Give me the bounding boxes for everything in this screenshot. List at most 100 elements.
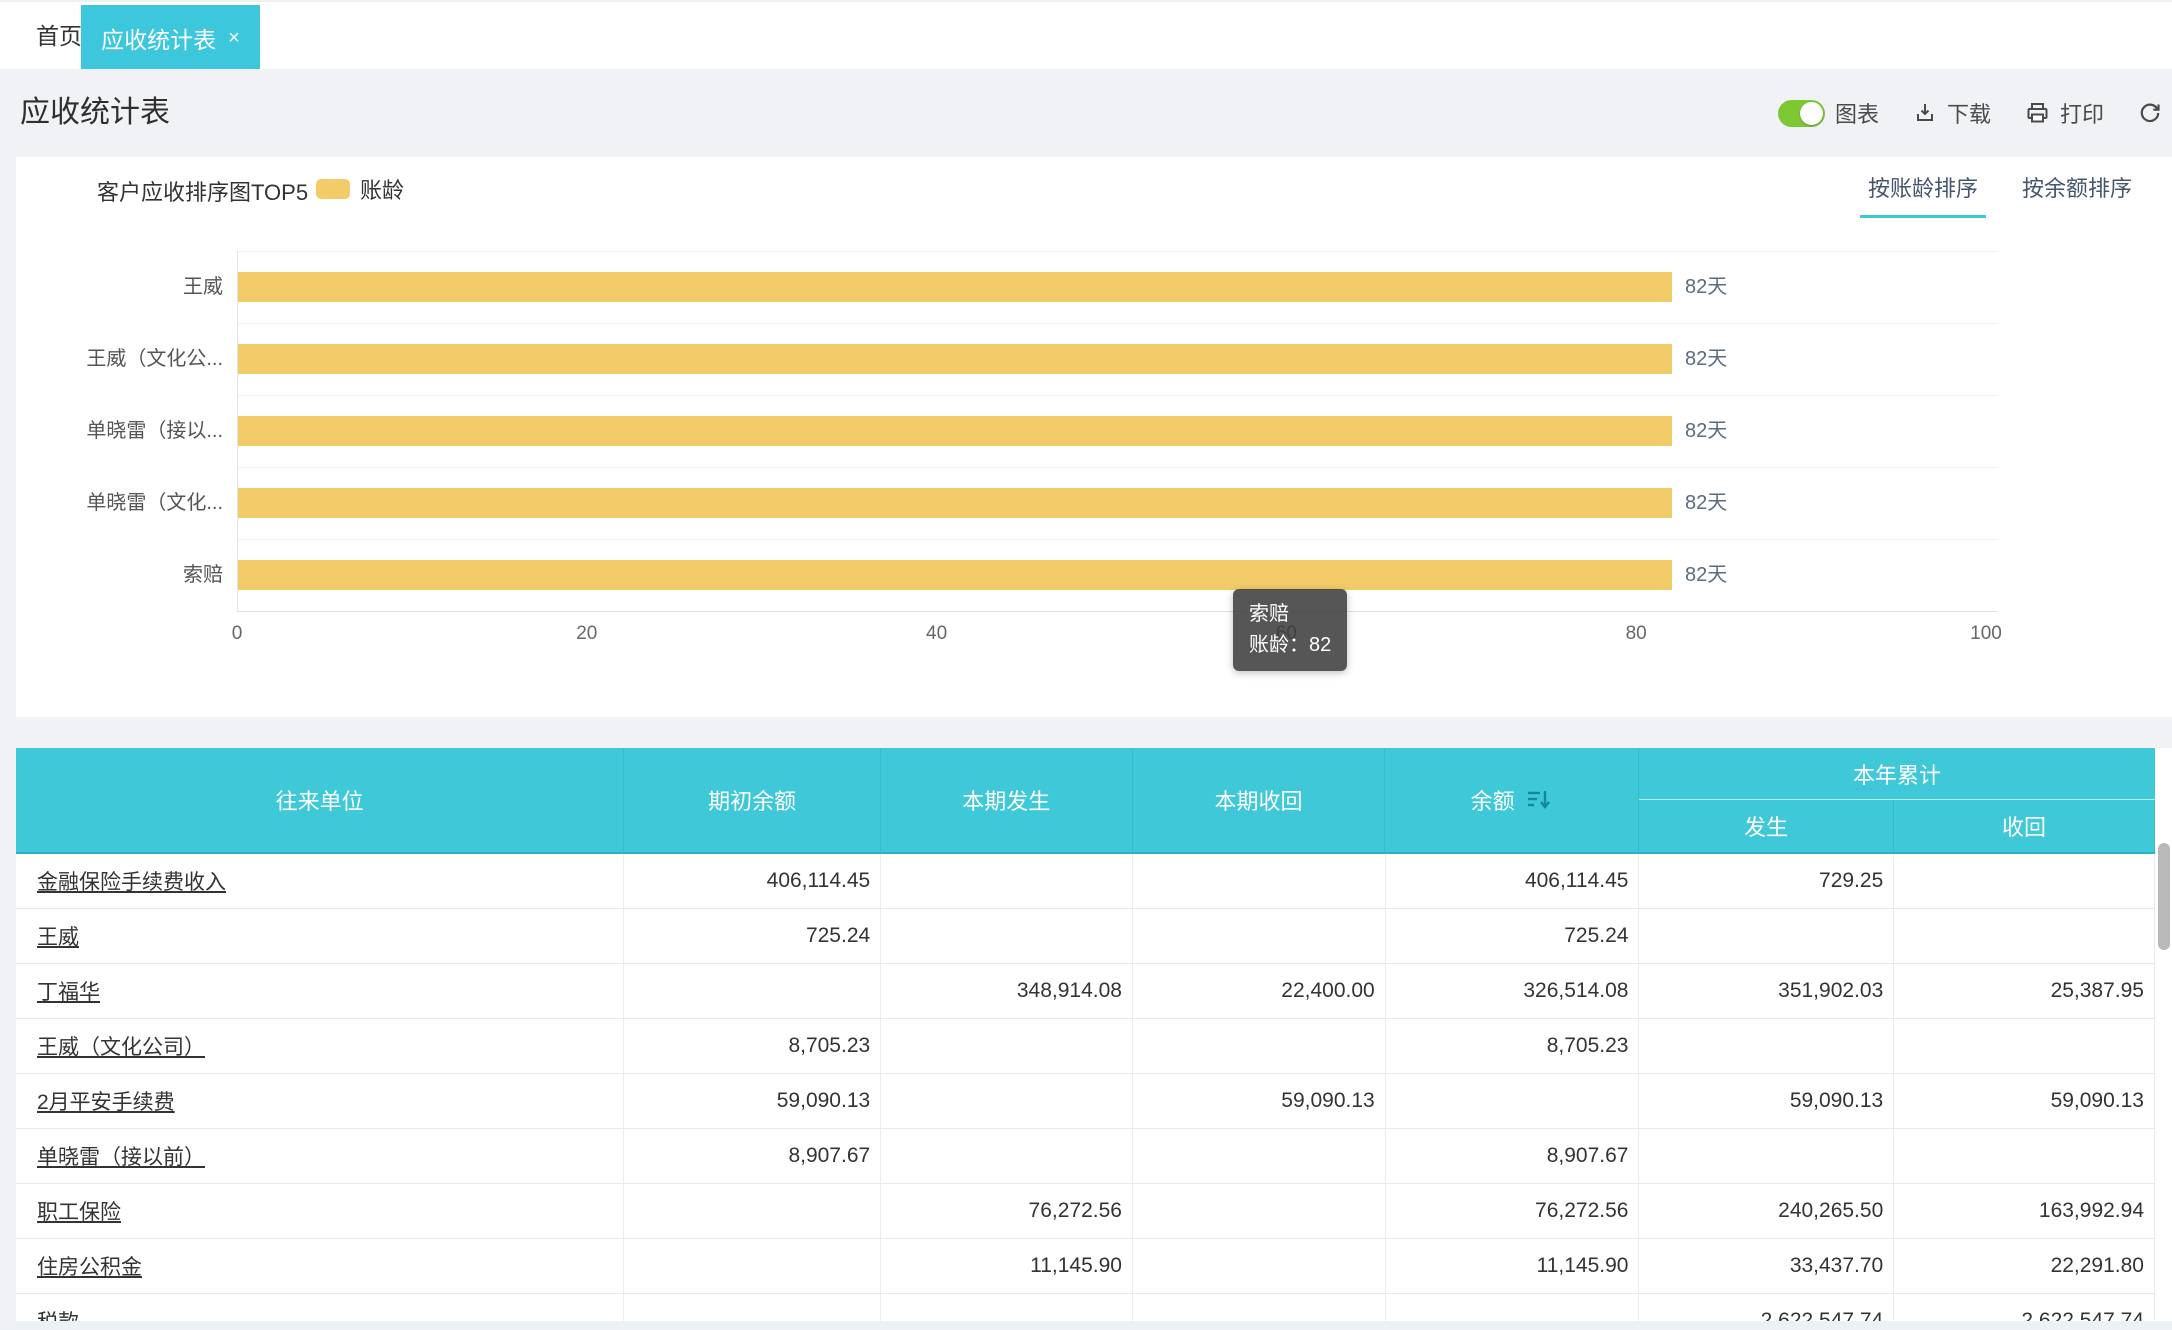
receivables-table: 往来单位 期初余额 本期发生 本期收回 余额 本年累计 发生 收回 金融保险手续… bbox=[16, 748, 2172, 1321]
band-grid-line bbox=[237, 467, 1997, 468]
party-link[interactable]: 单晓雷（接以前） bbox=[37, 1146, 205, 1169]
table-row[interactable]: 单晓雷（接以前） 8,907.67 8,907.67 bbox=[16, 1129, 2155, 1184]
refresh-button[interactable]: 刷新 bbox=[2138, 97, 2172, 129]
sort-by-balance-tab[interactable]: 按余额排序 bbox=[2021, 176, 2132, 201]
chart-toggle-group: 图表 bbox=[1778, 97, 1879, 129]
amount-cell: 8,907.67 bbox=[624, 1129, 882, 1183]
table-body: 金融保险手续费收入 406,114.45 406,114.45 729.25 王威 725… bbox=[16, 854, 2172, 1321]
amount-cell: 59,090.13 bbox=[1639, 1074, 1895, 1128]
party-link[interactable]: 住房公积金 bbox=[37, 1256, 142, 1279]
amount-cell: 33,437.70 bbox=[1639, 1239, 1895, 1293]
party-link[interactable]: 王威（文化公司） bbox=[37, 1036, 205, 1059]
category-label: 单晓雷（接以... bbox=[86, 420, 223, 442]
sort-by-age-tab[interactable]: 按账龄排序 bbox=[1859, 167, 1986, 218]
amount-cell bbox=[1386, 1294, 1640, 1321]
chart-title: 客户应收排序图TOP5 bbox=[97, 180, 309, 205]
table-row[interactable]: 丁福华 348,914.08 22,400.00 326,514.08 351,902.… bbox=[16, 964, 2155, 1019]
x-axis-line bbox=[237, 611, 1997, 612]
amount-cell: 406,114.45 bbox=[624, 854, 882, 908]
amount-cell: 76,272.56 bbox=[881, 1184, 1133, 1238]
amount-cell bbox=[881, 1074, 1133, 1128]
amount-cell bbox=[881, 909, 1133, 963]
category-label: 王威（文化公... bbox=[86, 348, 223, 370]
x-axis-tick-label: 80 bbox=[1625, 623, 1647, 644]
amount-cell bbox=[1133, 1184, 1386, 1238]
print-button[interactable]: 打印 bbox=[2025, 97, 2104, 129]
amount-cell bbox=[1894, 1019, 2155, 1073]
amount-cell bbox=[881, 1129, 1133, 1183]
col-header-balance[interactable]: 余额 bbox=[1385, 748, 1639, 852]
party-cell: 丁福华 bbox=[16, 964, 625, 1018]
toggle-knob bbox=[1800, 101, 1823, 125]
amount-cell bbox=[1639, 909, 1895, 963]
party-link[interactable]: 税款 bbox=[37, 1306, 79, 1321]
col-header-ytd-incurred[interactable]: 发生 bbox=[1639, 800, 1894, 852]
bar[interactable] bbox=[238, 416, 1672, 446]
tab-receivables-stats[interactable]: 应收统计表 × bbox=[81, 5, 260, 71]
tab-home[interactable]: 首页 bbox=[36, 23, 82, 49]
bar[interactable] bbox=[238, 272, 1672, 302]
amount-cell bbox=[1386, 1074, 1640, 1128]
y-axis-line bbox=[237, 251, 238, 611]
amount-cell bbox=[881, 1019, 1133, 1073]
vertical-scrollbar-thumb[interactable] bbox=[2158, 843, 2170, 950]
party-link[interactable]: 2月平安手续费 bbox=[37, 1091, 175, 1114]
amount-cell bbox=[1894, 1129, 2155, 1183]
col-header-ytd: 本年累计 bbox=[1639, 748, 2155, 800]
bottom-scroll-strip bbox=[0, 1321, 2172, 1330]
party-link[interactable]: 丁福华 bbox=[37, 981, 100, 1004]
col-header-ytd-recovered[interactable]: 收回 bbox=[1894, 800, 2155, 852]
table-row[interactable]: 王威 725.24 725.24 bbox=[16, 909, 2155, 964]
table-row[interactable]: 2月平安手续费 59,090.13 59,090.13 59,090.13 59,090… bbox=[16, 1074, 2155, 1129]
amount-cell: 351,902.03 bbox=[1639, 964, 1895, 1018]
bar[interactable] bbox=[238, 560, 1672, 590]
page-title: 应收统计表 bbox=[20, 96, 170, 129]
col-header-period-incurred[interactable]: 本期发生 bbox=[881, 748, 1133, 852]
party-link[interactable]: 金融保险手续费收入 bbox=[37, 871, 226, 894]
party-cell: 单晓雷（接以前） bbox=[16, 1129, 625, 1183]
print-icon bbox=[2025, 101, 2050, 125]
col-header-party[interactable]: 往来单位 bbox=[16, 748, 625, 852]
table-row[interactable]: 税款 2,622,547.742,622,547.74 bbox=[16, 1294, 2155, 1321]
download-label: 下载 bbox=[1947, 102, 1992, 127]
x-axis-tick-label: 20 bbox=[576, 623, 598, 644]
party-link[interactable]: 王威 bbox=[37, 926, 79, 949]
amount-cell bbox=[624, 1239, 882, 1293]
amount-cell bbox=[1894, 854, 2155, 908]
amount-cell: 8,907.67 bbox=[1386, 1129, 1640, 1183]
amount-cell: 25,387.95 bbox=[1894, 964, 2155, 1018]
bar[interactable] bbox=[238, 488, 1672, 518]
party-link[interactable]: 职工保险 bbox=[37, 1201, 121, 1224]
table-row[interactable]: 金融保险手续费收入 406,114.45 406,114.45 729.25 bbox=[16, 854, 2155, 909]
col-header-period-recovered[interactable]: 本期收回 bbox=[1133, 748, 1386, 852]
close-tab-icon[interactable]: × bbox=[228, 27, 240, 49]
amount-cell: 59,090.13 bbox=[1894, 1074, 2155, 1128]
chart-legend[interactable]: 账龄 bbox=[316, 173, 404, 205]
col-header-opening-balance[interactable]: 期初余额 bbox=[624, 748, 881, 852]
table-row[interactable]: 王威（文化公司） 8,705.23 8,705.23 bbox=[16, 1019, 2155, 1074]
category-label: 单晓雷（文化... bbox=[86, 492, 223, 514]
amount-cell: 2,622,547.74 bbox=[1894, 1294, 2155, 1321]
sort-descending-icon[interactable] bbox=[1525, 787, 1553, 813]
legend-label: 账龄 bbox=[360, 178, 405, 203]
amount-cell: 22,400.00 bbox=[1133, 964, 1386, 1018]
bar-value-label: 82天 bbox=[1685, 276, 1728, 298]
amount-cell: 725.24 bbox=[1386, 909, 1640, 963]
amount-cell: 11,145.90 bbox=[881, 1239, 1133, 1293]
table-row[interactable]: 职工保险 76,272.56 76,272.56 240,265.50 163,992.… bbox=[16, 1184, 2155, 1239]
party-cell: 王威 bbox=[16, 909, 625, 963]
amount-cell: 725.24 bbox=[624, 909, 882, 963]
chart-toggle-switch[interactable] bbox=[1778, 99, 1825, 127]
amount-cell bbox=[881, 1294, 1133, 1321]
amount-cell bbox=[1133, 909, 1386, 963]
amount-cell: 22,291.80 bbox=[1894, 1239, 2155, 1293]
download-button[interactable]: 下载 bbox=[1913, 97, 1991, 129]
bar[interactable] bbox=[238, 344, 1672, 374]
amount-cell: 406,114.45 bbox=[1386, 854, 1640, 908]
amount-cell: 59,090.13 bbox=[624, 1074, 882, 1128]
amount-cell bbox=[1133, 1019, 1386, 1073]
bar-value-label: 82天 bbox=[1685, 564, 1728, 586]
band-grid-line bbox=[237, 323, 1997, 324]
table-row[interactable]: 住房公积金 11,145.90 11,145.90 33,437.70 22,291.8… bbox=[16, 1239, 2155, 1294]
chart-panel: 客户应收排序图TOP5 账龄 按账龄排序 按余额排序 王威 82天 王威（文化公..… bbox=[16, 157, 2172, 717]
